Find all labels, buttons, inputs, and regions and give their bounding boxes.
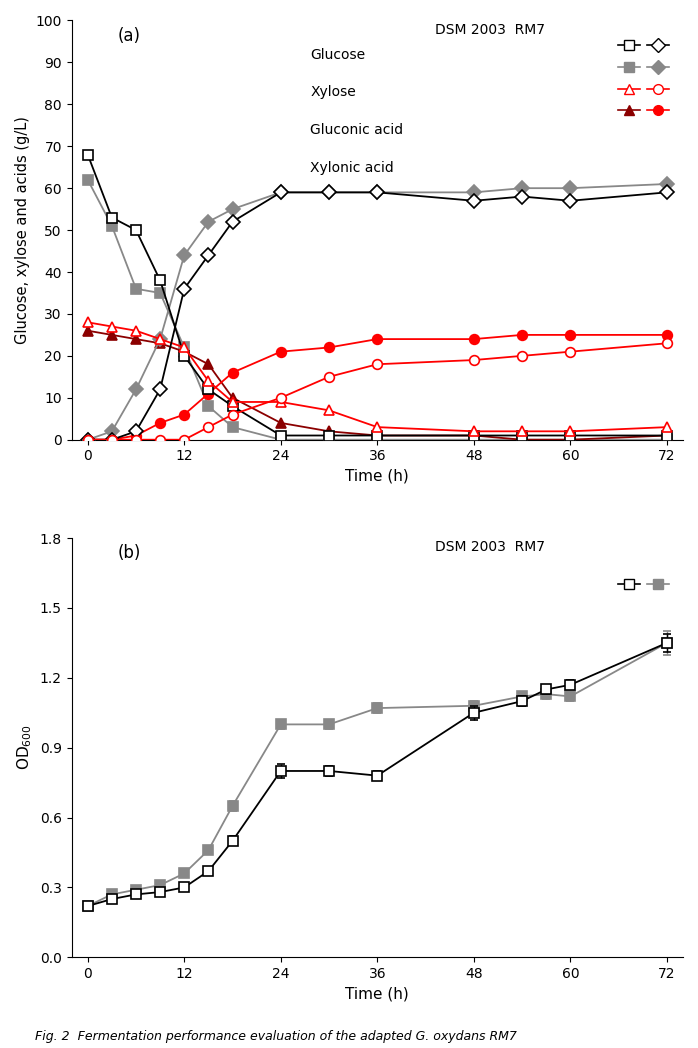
Legend: , : , — [612, 572, 676, 597]
X-axis label: Time (h): Time (h) — [346, 468, 409, 484]
Text: DSM 2003  RM7: DSM 2003 RM7 — [436, 23, 545, 37]
Text: (a): (a) — [117, 27, 140, 45]
Text: Gluconic acid: Gluconic acid — [310, 124, 403, 137]
Text: DSM 2003  RM7: DSM 2003 RM7 — [436, 540, 545, 554]
Legend: , , , , , , , : , , , , , , , — [612, 34, 676, 124]
Text: Fig. 2  Fermentation performance evaluation of the adapted G. oxydans RM7: Fig. 2 Fermentation performance evaluati… — [35, 1030, 517, 1043]
X-axis label: Time (h): Time (h) — [346, 986, 409, 1002]
Text: (b): (b) — [117, 544, 141, 563]
Text: Glucose: Glucose — [310, 48, 365, 62]
Text: Xylose: Xylose — [310, 86, 356, 100]
Text: Xylonic acid: Xylonic acid — [310, 161, 394, 175]
Y-axis label: Glucose, xylose and acids (g/L): Glucose, xylose and acids (g/L) — [15, 116, 30, 344]
Y-axis label: OD$_{600}$: OD$_{600}$ — [15, 725, 34, 770]
